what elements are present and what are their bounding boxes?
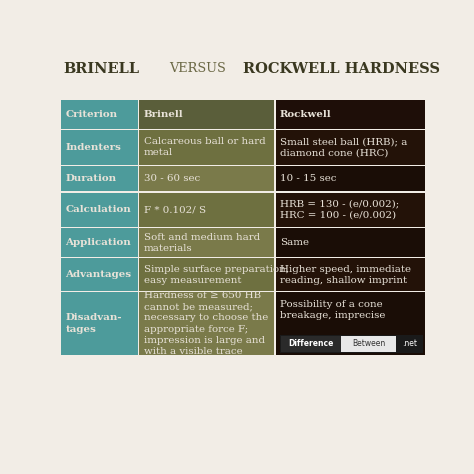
Bar — [276, 192, 425, 227]
Text: F * 0.102/ S: F * 0.102/ S — [144, 205, 206, 214]
Text: Rockwell: Rockwell — [280, 110, 332, 119]
Text: Disadvan-
tages: Disadvan- tages — [65, 313, 122, 334]
Bar — [139, 100, 274, 129]
Bar — [139, 130, 274, 164]
Text: .net: .net — [402, 339, 417, 348]
Text: Same: Same — [280, 238, 309, 247]
Bar — [61, 100, 138, 129]
Text: HRB = 130 - (e/0.002);
HRC = 100 - (e/0.002): HRB = 130 - (e/0.002); HRC = 100 - (e/0.… — [280, 200, 399, 220]
Text: 30 - 60 sec: 30 - 60 sec — [144, 174, 200, 183]
Text: Criterion: Criterion — [65, 110, 118, 119]
Text: Calculation: Calculation — [65, 205, 131, 214]
Text: Duration: Duration — [65, 174, 117, 183]
Text: Soft and medium hard
materials: Soft and medium hard materials — [144, 233, 260, 253]
Bar — [276, 130, 425, 164]
Text: Between: Between — [352, 339, 385, 348]
Bar — [281, 336, 341, 352]
Text: Calcareous ball or hard
metal: Calcareous ball or hard metal — [144, 137, 265, 157]
Text: Small steel ball (HRB); a
diamond cone (HRC): Small steel ball (HRB); a diamond cone (… — [280, 137, 408, 157]
Text: Indenters: Indenters — [65, 143, 121, 152]
Bar — [139, 228, 274, 257]
Bar — [61, 130, 138, 164]
Bar — [61, 258, 138, 291]
Text: Application: Application — [65, 238, 131, 247]
Bar — [61, 228, 138, 257]
Bar — [276, 100, 425, 129]
Bar — [61, 192, 138, 227]
Bar — [276, 166, 425, 191]
Bar — [139, 192, 274, 227]
Text: Brinell: Brinell — [144, 110, 183, 119]
Text: Higher speed, immediate
reading, shallow imprint: Higher speed, immediate reading, shallow… — [280, 264, 411, 285]
Text: BRINELL: BRINELL — [63, 63, 139, 76]
Text: VERSUS: VERSUS — [169, 63, 226, 75]
Bar — [139, 166, 274, 191]
Bar — [276, 228, 425, 257]
Bar — [396, 336, 423, 352]
Text: ROCKWELL HARDNESS: ROCKWELL HARDNESS — [243, 63, 440, 76]
Bar — [61, 292, 138, 355]
Bar — [61, 166, 138, 191]
Bar — [341, 336, 396, 352]
Bar — [280, 335, 423, 353]
Text: Difference: Difference — [289, 339, 334, 348]
Text: Hardness of ≥ 650 HB
cannot be measured;
necessary to choose the
appropriate for: Hardness of ≥ 650 HB cannot be measured;… — [144, 291, 268, 356]
Text: Advantages: Advantages — [65, 270, 132, 279]
Text: 10 - 15 sec: 10 - 15 sec — [280, 174, 337, 183]
Bar — [276, 292, 425, 355]
Text: Possibility of a cone
breakage, imprecise: Possibility of a cone breakage, imprecis… — [280, 300, 385, 320]
Text: Simple surface preparation,
easy measurement: Simple surface preparation, easy measure… — [144, 264, 289, 285]
Bar — [139, 258, 274, 291]
Bar — [276, 258, 425, 291]
Bar — [139, 292, 274, 355]
